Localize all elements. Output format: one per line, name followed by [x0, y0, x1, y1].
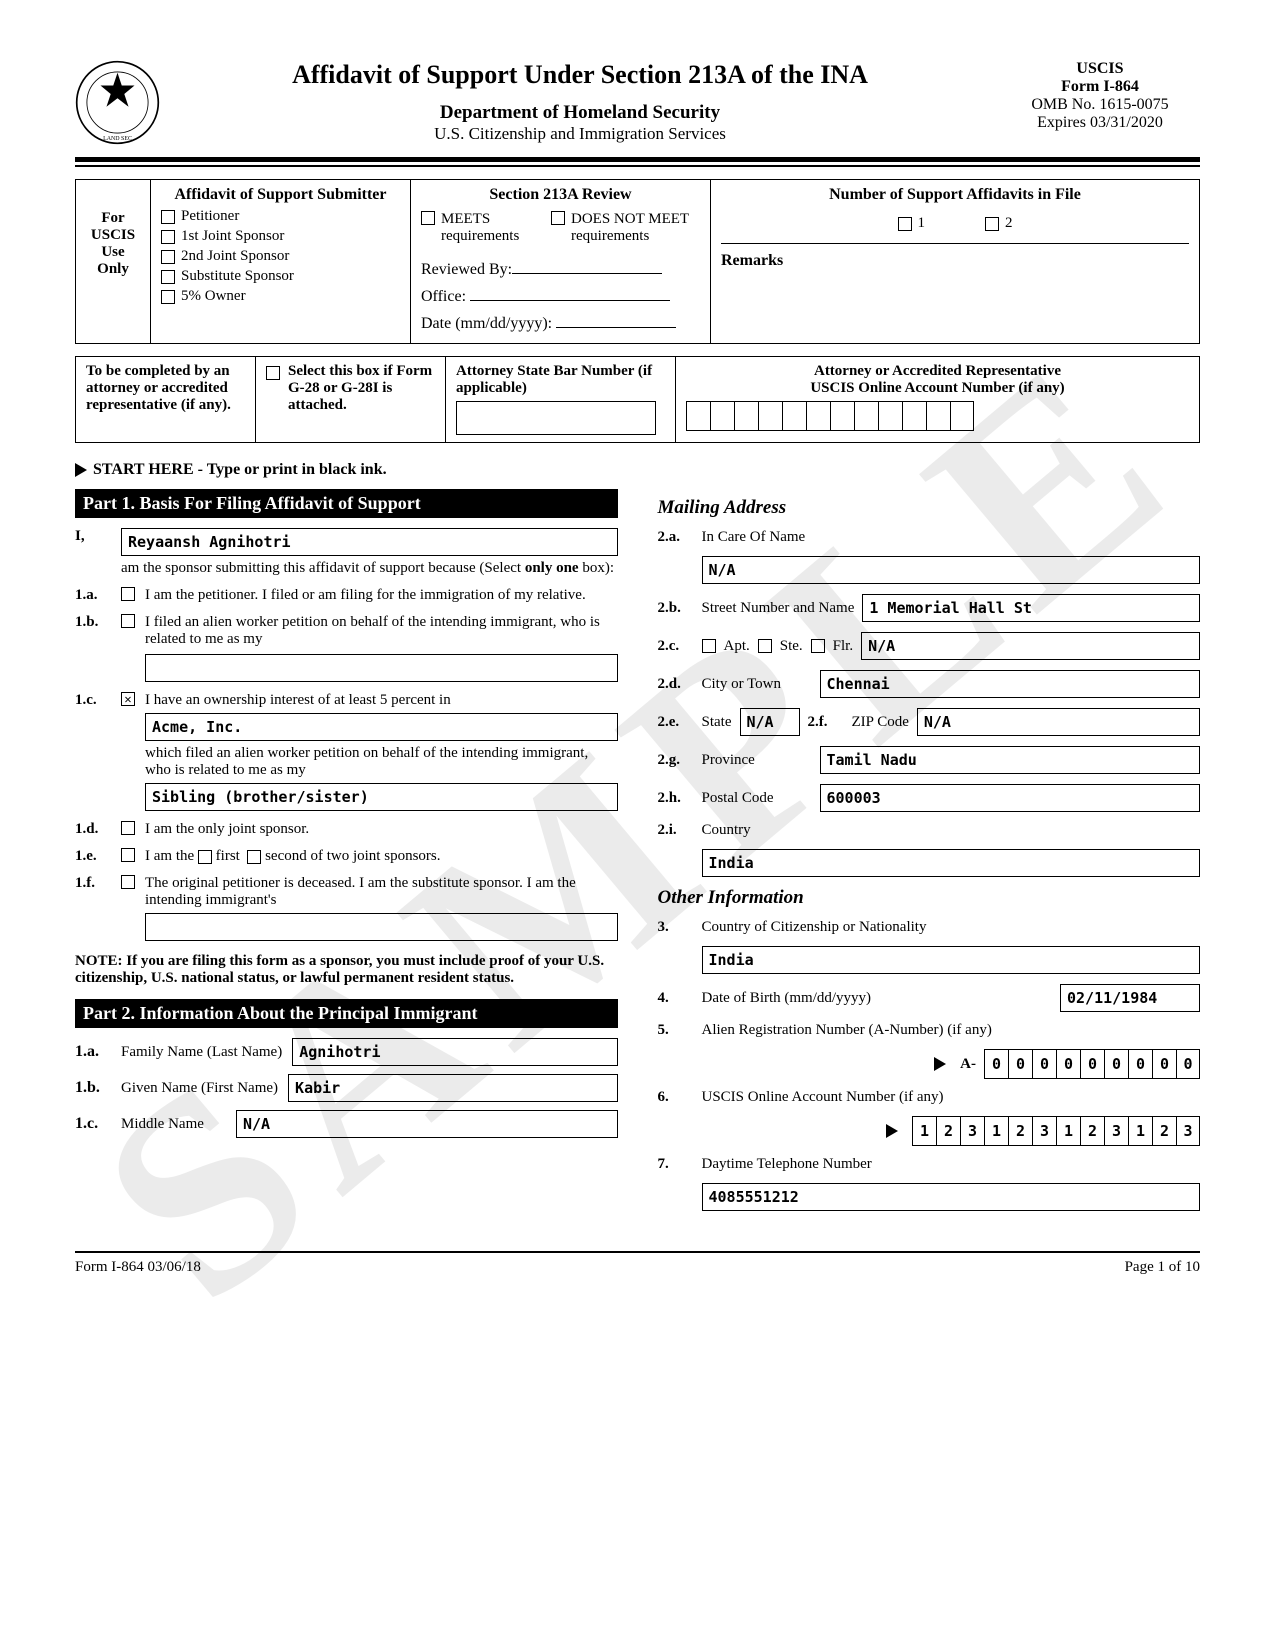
option-1c-checkbox[interactable]	[121, 692, 135, 706]
unit-number-input[interactable]: N/A	[861, 632, 1200, 660]
count-2-checkbox[interactable]	[985, 217, 999, 231]
part2-header: Part 2. Information About the Principal …	[75, 999, 618, 1028]
five-percent-owner-checkbox[interactable]	[161, 290, 175, 304]
department-name: Department of Homeland Security	[180, 102, 980, 124]
zip-input[interactable]: N/A	[917, 708, 1200, 736]
option-1f-relation-input[interactable]	[145, 913, 618, 941]
postal-code-input[interactable]: 600003	[820, 784, 1201, 812]
a-number-input[interactable]: 000000000	[984, 1049, 1200, 1079]
country-input[interactable]: India	[702, 849, 1201, 877]
date-field[interactable]	[556, 310, 676, 328]
part1-header: Part 1. Basis For Filing Affidavit of Su…	[75, 489, 618, 518]
ste-checkbox[interactable]	[758, 639, 772, 653]
middle-name-input[interactable]: N/A	[236, 1110, 618, 1138]
flr-checkbox[interactable]	[811, 639, 825, 653]
count-1-checkbox[interactable]	[898, 217, 912, 231]
sponsor-name-input[interactable]: Reyaansh Agnihotri	[121, 528, 618, 556]
attorney-box: To be completed by an attorney or accred…	[75, 356, 1200, 443]
triangle-icon	[934, 1057, 946, 1071]
option-1c-company-input[interactable]: Acme, Inc.	[145, 713, 618, 741]
substitute-sponsor-checkbox[interactable]	[161, 270, 175, 284]
province-input[interactable]: Tamil Nadu	[820, 746, 1201, 774]
care-of-input[interactable]: N/A	[702, 556, 1201, 584]
apt-checkbox[interactable]	[702, 639, 716, 653]
page-footer: Form I-864 03/06/18 Page 1 of 10	[75, 1253, 1200, 1276]
second-joint-sponsor-checkbox[interactable]	[161, 250, 175, 264]
option-1c-relation-input[interactable]: Sibling (brother/sister)	[145, 783, 618, 811]
svg-text:LAND SEC: LAND SEC	[103, 136, 132, 142]
start-here: START HERE - Type or print in black ink.	[75, 461, 1200, 479]
triangle-icon	[75, 463, 87, 477]
option-1d-checkbox[interactable]	[121, 821, 135, 835]
g28-checkbox[interactable]	[266, 366, 280, 380]
dob-input[interactable]: 02/11/1984	[1060, 984, 1200, 1012]
given-name-input[interactable]: Kabir	[288, 1074, 617, 1102]
mailing-address-heading: Mailing Address	[658, 497, 1201, 519]
agency-name: U.S. Citizenship and Immigration Service…	[180, 124, 980, 144]
option-1b-checkbox[interactable]	[121, 614, 135, 628]
form-title: Affidavit of Support Under Section 213A …	[180, 60, 980, 90]
street-input[interactable]: 1 Memorial Hall St	[862, 594, 1200, 622]
option-1a-checkbox[interactable]	[121, 587, 135, 601]
form-header: LAND SEC Affidavit of Support Under Sect…	[75, 60, 1200, 145]
sponsor-note: NOTE: If you are filing this form as a s…	[75, 953, 618, 987]
option-1e-first-checkbox[interactable]	[198, 850, 212, 864]
petitioner-checkbox[interactable]	[161, 210, 175, 224]
option-1e-second-checkbox[interactable]	[247, 850, 261, 864]
bar-number-input[interactable]	[456, 401, 656, 435]
form-metadata: USCIS Form I-864 OMB No. 1615-0075 Expir…	[1000, 60, 1200, 132]
meets-checkbox[interactable]	[421, 211, 435, 225]
first-joint-sponsor-checkbox[interactable]	[161, 230, 175, 244]
other-info-heading: Other Information	[658, 887, 1201, 909]
reviewed-by-field[interactable]	[512, 256, 662, 274]
uscis-use-only-box: For USCIS Use Only Affidavit of Support …	[75, 179, 1200, 344]
triangle-icon	[886, 1124, 898, 1138]
uscis-account-input[interactable]: 123123123123	[912, 1116, 1200, 1146]
dhs-seal-icon: LAND SEC	[75, 60, 160, 145]
family-name-input[interactable]: Agnihotri	[292, 1038, 617, 1066]
attorney-left-label: To be completed by an attorney or accred…	[86, 363, 231, 413]
option-1b-relation-input[interactable]	[145, 654, 618, 682]
does-not-meet-checkbox[interactable]	[551, 211, 565, 225]
state-input[interactable]: N/A	[740, 708, 800, 736]
attorney-account-number-input[interactable]	[686, 401, 974, 431]
office-field[interactable]	[470, 283, 670, 301]
city-input[interactable]: Chennai	[820, 670, 1201, 698]
citizenship-input[interactable]: India	[702, 946, 1201, 974]
option-1e-checkbox[interactable]	[121, 848, 135, 862]
header-rule	[75, 157, 1200, 167]
option-1f-checkbox[interactable]	[121, 875, 135, 889]
phone-input[interactable]: 4085551212	[702, 1183, 1201, 1211]
